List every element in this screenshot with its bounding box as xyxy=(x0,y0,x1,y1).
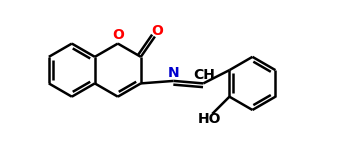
Text: O: O xyxy=(151,24,163,38)
Text: CH: CH xyxy=(193,68,215,82)
Text: HO: HO xyxy=(198,113,222,127)
Text: N: N xyxy=(168,66,179,80)
Text: O: O xyxy=(112,28,124,42)
